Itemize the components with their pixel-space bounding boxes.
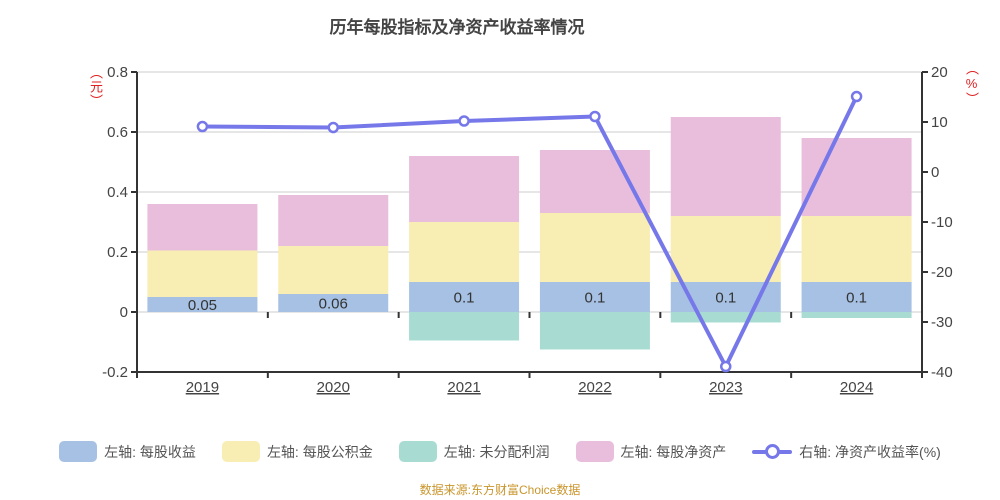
x-axis-year-label[interactable]: 2022 xyxy=(578,379,611,396)
bar-segment-每股公积金 xyxy=(670,216,781,282)
left-axis-tick-label: 0 xyxy=(120,304,128,321)
bar-segment-每股净资产 xyxy=(147,204,258,251)
bar-segment-未分配利润 xyxy=(409,312,520,341)
bar-segment-未分配利润 xyxy=(670,312,781,323)
legend-label: 左轴: 未分配利润 xyxy=(443,443,550,460)
bar-segment-每股净资产 xyxy=(409,156,520,222)
bar-segment-每股公积金 xyxy=(801,216,912,282)
x-axis-year-label[interactable]: 2019 xyxy=(186,379,219,396)
legend-label: 左轴: 每股公积金 xyxy=(266,443,373,460)
bar-segment-未分配利润 xyxy=(801,312,912,318)
legend-item-1[interactable]: 左轴: 每股公积金 xyxy=(221,441,373,462)
right-axis-tick-label: 0 xyxy=(931,164,939,181)
legend-label: 左轴: 每股收益 xyxy=(104,443,196,460)
right-axis-tick-label: -30 xyxy=(931,314,953,331)
bar-value-label: 0.1 xyxy=(846,290,867,307)
bar-segment-每股公积金 xyxy=(409,222,520,282)
bar-value-label: 0.1 xyxy=(715,290,736,307)
legend-item-0[interactable]: 左轴: 每股收益 xyxy=(59,441,196,462)
x-axis-year-label[interactable]: 2020 xyxy=(317,379,350,396)
right-axis-tick-label: -20 xyxy=(931,264,953,281)
right-axis-tick-label: 10 xyxy=(931,114,948,131)
line-point-marker xyxy=(327,121,339,134)
right-axis-tick-label: -10 xyxy=(931,214,953,231)
legend-swatch-icon xyxy=(221,441,260,462)
legend-item-4[interactable]: 右轴: 净资产收益率(%) xyxy=(752,441,941,462)
x-axis-year-label[interactable]: 2021 xyxy=(447,379,480,396)
line-point-marker xyxy=(850,90,863,103)
bar-segment-每股公积金 xyxy=(539,213,650,282)
bar-segment-每股净资产 xyxy=(278,195,389,246)
right-axis-tick-label: -40 xyxy=(931,364,953,381)
bar-segment-每股收益 xyxy=(539,282,650,312)
chart-title: 历年每股指标及净资产收益率情况 xyxy=(329,18,585,37)
legend-swatch-icon xyxy=(398,441,437,462)
data-source-text: 数据来源:东方财富Choice数据 xyxy=(419,483,581,497)
bar-segment-每股收益 xyxy=(409,282,520,312)
left-axis-tick-label: 0.2 xyxy=(107,244,128,261)
left-axis-tick-label: -0.2 xyxy=(102,364,128,381)
line-point-marker xyxy=(589,110,601,123)
left-axis-unit-label: （元） xyxy=(88,66,103,108)
bar-segment-未分配利润 xyxy=(539,312,650,350)
bar-segment-每股收益 xyxy=(801,282,912,312)
bar-value-label: 0.05 xyxy=(188,297,217,314)
x-axis-year-label[interactable]: 2024 xyxy=(840,379,873,396)
bar-segment-每股收益 xyxy=(278,294,389,312)
line-point-marker xyxy=(458,115,470,127)
bar-value-label: 0.1 xyxy=(584,290,605,307)
bar-segment-每股净资产 xyxy=(670,117,781,216)
x-axis-year-label[interactable]: 2023 xyxy=(709,379,742,396)
bar-segment-每股净资产 xyxy=(801,138,912,216)
right-axis-unit-label: （%） xyxy=(964,62,979,106)
left-axis-tick-label: 0.4 xyxy=(107,184,128,201)
legend-item-2[interactable]: 左轴: 未分配利润 xyxy=(398,441,550,462)
bar-segment-每股公积金 xyxy=(147,250,258,297)
left-axis-tick-label: 0.6 xyxy=(107,124,128,141)
legend-item-3[interactable]: 左轴: 每股净资产 xyxy=(575,441,727,462)
legend-line-marker-icon xyxy=(752,441,793,462)
bar-value-label: 0.1 xyxy=(454,290,475,307)
legend-swatch-icon xyxy=(575,441,614,462)
bar-segment-每股收益 xyxy=(147,297,258,312)
legend: 左轴: 每股收益 左轴: 每股公积金 左轴: 未分配利润 左轴: 每股净资产 右轴: 净… xyxy=(0,441,1000,462)
left-axis-tick-label: 0.8 xyxy=(107,64,128,81)
line-point-marker xyxy=(720,360,732,373)
bar-value-label: 0.06 xyxy=(319,296,348,313)
legend-label: 左轴: 每股净资产 xyxy=(620,443,727,460)
legend-label: 右轴: 净资产收益率(%) xyxy=(799,443,941,460)
bar-segment-每股净资产 xyxy=(539,150,650,213)
line-series xyxy=(200,94,859,369)
line-point-marker xyxy=(196,120,209,133)
legend-swatch-icon xyxy=(59,441,98,462)
bar-segment-每股公积金 xyxy=(278,246,389,294)
right-axis-tick-label: 20 xyxy=(931,64,948,81)
